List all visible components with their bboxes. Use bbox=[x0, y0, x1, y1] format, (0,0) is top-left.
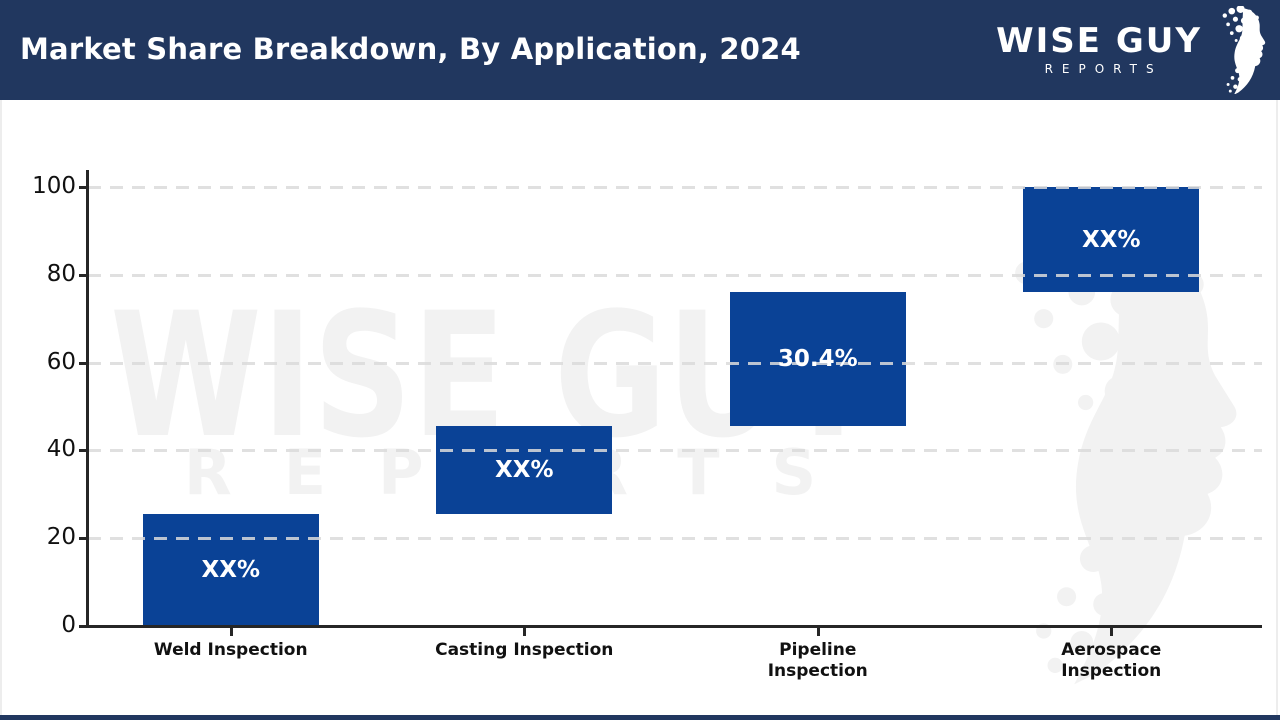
page-title: Market Share Breakdown, By Application, … bbox=[20, 32, 801, 67]
dotted-head-icon bbox=[1222, 6, 1266, 94]
x-axis-tick-aerospace-inspection bbox=[1110, 627, 1114, 636]
x-axis-tick-casting-inspection bbox=[523, 627, 527, 636]
logo-wordmark: WISE GUY REPORTS bbox=[996, 24, 1202, 76]
y-axis-label-40: 40 bbox=[46, 436, 76, 463]
bar-value-label-weld-inspection: XX% bbox=[201, 557, 260, 584]
bar-value-label-aerospace-inspection: XX% bbox=[1081, 226, 1141, 253]
bar-casting-inspection bbox=[436, 425, 613, 515]
gridline-60 bbox=[88, 361, 1262, 365]
y-axis-label-80: 80 bbox=[46, 260, 76, 287]
gridline-80 bbox=[88, 273, 1262, 277]
footer-bar bbox=[0, 715, 1280, 720]
x-axis-label-aerospace-inspection: Aerospace Inspection bbox=[1061, 640, 1162, 681]
y-axis-label-100: 100 bbox=[32, 173, 76, 199]
bar-value-label-pipeline-inspection: 30.4% bbox=[777, 346, 858, 373]
x-axis-tick-weld-inspection bbox=[229, 627, 233, 636]
plot-area: 0 20 40 60 80 100 XX% Weld Inspection XX% Casting… bbox=[0, 100, 1280, 717]
y-axis-label-20: 20 bbox=[46, 524, 76, 551]
x-axis-label-pipeline-inspection: Pipeline Inspection bbox=[767, 640, 868, 681]
logo-subtitle: REPORTS bbox=[1044, 62, 1163, 76]
bar-weld-inspection bbox=[142, 514, 319, 626]
gridline-20 bbox=[88, 537, 1262, 541]
bar-pipeline-inspection bbox=[729, 292, 906, 426]
y-axis-tick-60 bbox=[79, 361, 88, 365]
x-axis-line bbox=[86, 625, 1262, 628]
y-axis-tick-80 bbox=[79, 273, 88, 277]
right-edge-divider bbox=[1276, 100, 1278, 716]
logo-name: WISE GUY bbox=[996, 21, 1202, 61]
brand-logo: WISE GUY REPORTS bbox=[996, 6, 1266, 94]
x-axis-label-weld-inspection: Weld Inspection bbox=[153, 640, 308, 660]
gridline-40 bbox=[88, 449, 1262, 453]
x-axis-tick-pipeline-inspection bbox=[816, 627, 820, 636]
y-axis-tick-0 bbox=[79, 625, 88, 628]
y-axis-tick-100 bbox=[79, 186, 88, 189]
y-axis-line bbox=[86, 170, 89, 628]
header-bar: Market Share Breakdown, By Application, … bbox=[0, 0, 1280, 100]
left-edge-divider bbox=[0, 100, 2, 716]
x-axis-label-casting-inspection: Casting Inspection bbox=[435, 640, 614, 660]
y-axis-tick-20 bbox=[79, 537, 88, 541]
gridline-100 bbox=[88, 186, 1262, 189]
y-axis-label-60: 60 bbox=[46, 348, 76, 375]
y-axis-label-0: 0 bbox=[61, 612, 76, 638]
y-axis-tick-40 bbox=[79, 449, 88, 453]
bar-value-label-casting-inspection: XX% bbox=[494, 457, 554, 484]
